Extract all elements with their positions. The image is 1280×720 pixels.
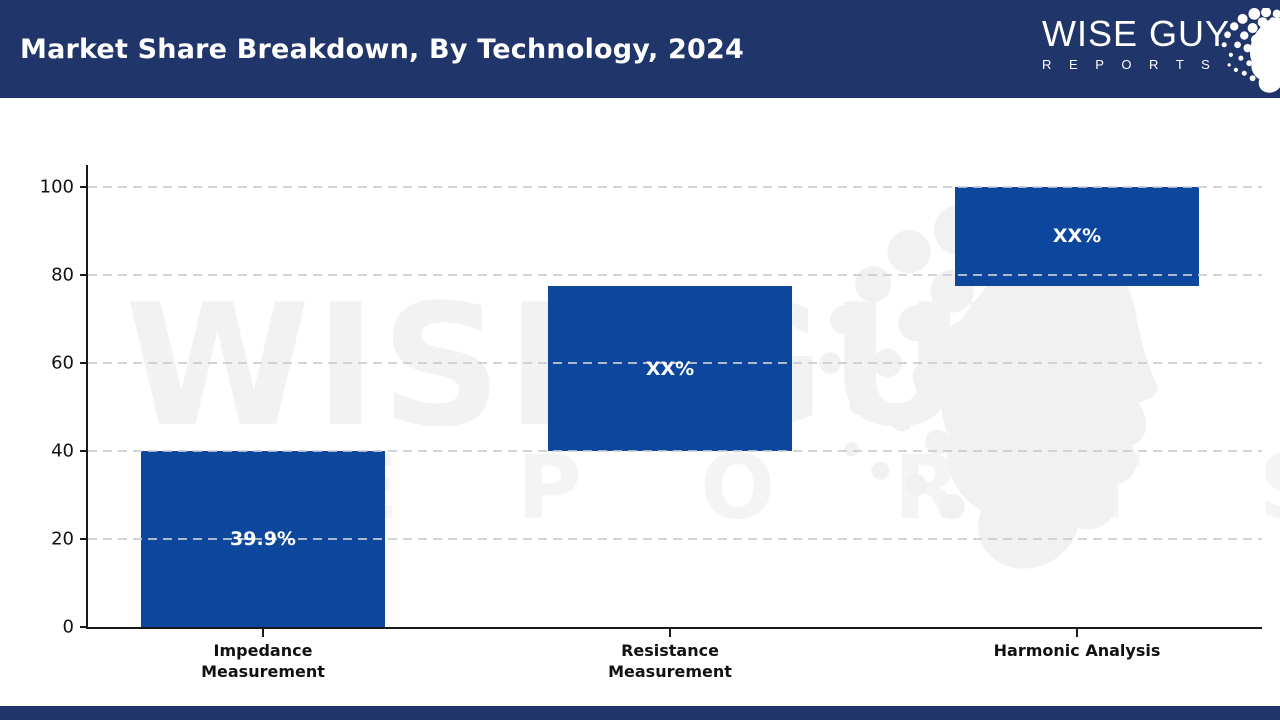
wiseguy-logo: WISE GUY R E P O R T S <box>1042 7 1280 93</box>
wiseguy-head-icon <box>1202 7 1280 100</box>
y-axis-tick <box>80 361 88 364</box>
y-axis-tick <box>80 185 88 188</box>
logo-wiseguy-text: WISE GUY <box>1042 13 1231 54</box>
y-tick-label: 0 <box>62 616 74 638</box>
logo-reports-text: R E P O R T S <box>1042 57 1217 72</box>
bar-value-label: 39.9% <box>230 528 296 551</box>
x-axis-tick <box>1076 629 1078 637</box>
page-title: Market Share Breakdown, By Technology, 2… <box>20 33 745 65</box>
y-axis-line <box>86 165 88 629</box>
x-category-label: Harmonic Analysis <box>993 641 1161 660</box>
y-tick-label: 80 <box>51 264 74 286</box>
bar-segment <box>548 286 792 452</box>
gridline <box>88 273 1262 276</box>
y-axis-tick <box>80 626 88 628</box>
watermark-head-icon <box>788 201 1188 600</box>
y-axis-tick <box>80 449 88 452</box>
report-footer-bar <box>0 706 1280 720</box>
y-axis-tick <box>80 273 88 276</box>
x-category-label: Resistance Measurement <box>608 641 732 681</box>
bar-segment <box>955 186 1199 287</box>
gridline <box>88 537 1262 540</box>
y-tick-label: 60 <box>51 352 74 374</box>
y-tick-label: 20 <box>51 528 74 550</box>
gridline <box>88 361 1262 364</box>
report-header-bar: Market Share Breakdown, By Technology, 2… <box>0 0 1280 98</box>
gridline <box>88 185 1262 188</box>
x-axis-tick <box>669 629 671 637</box>
bar-value-label: XX% <box>645 357 695 380</box>
y-axis-tick <box>80 537 88 540</box>
y-tick-label: 40 <box>51 440 74 462</box>
x-axis-line <box>86 627 1262 629</box>
bar-value-label: XX% <box>1052 225 1102 248</box>
x-axis-tick <box>262 629 264 637</box>
x-category-label: Impedance Measurement <box>201 641 325 681</box>
gridline <box>88 449 1262 452</box>
y-tick-label: 100 <box>39 176 74 197</box>
